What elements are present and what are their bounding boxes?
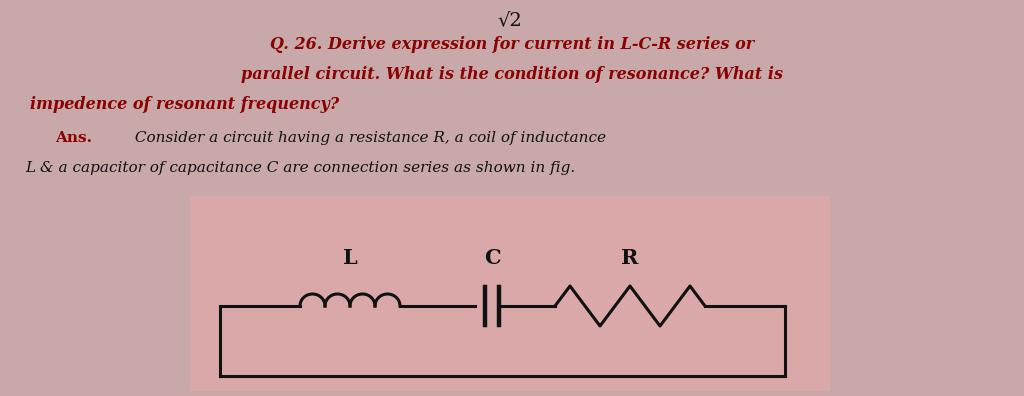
Text: parallel circuit. What is the condition of resonance? What is: parallel circuit. What is the condition …: [241, 66, 783, 83]
Text: √2: √2: [498, 11, 522, 29]
Text: R: R: [622, 248, 639, 268]
Text: Consider a circuit having a resistance R, a coil of inductance: Consider a circuit having a resistance R…: [130, 131, 606, 145]
Text: L & a capacitor of capacitance C are connection series as shown in fig.: L & a capacitor of capacitance C are con…: [25, 161, 575, 175]
Text: Q. 26. Derive expression for current in L-C-R series or: Q. 26. Derive expression for current in …: [270, 36, 754, 53]
Text: impedence of resonant frequency?: impedence of resonant frequency?: [30, 96, 339, 113]
Text: Ans.: Ans.: [55, 131, 92, 145]
Text: C: C: [483, 248, 501, 268]
FancyBboxPatch shape: [190, 196, 830, 391]
Text: L: L: [343, 248, 357, 268]
